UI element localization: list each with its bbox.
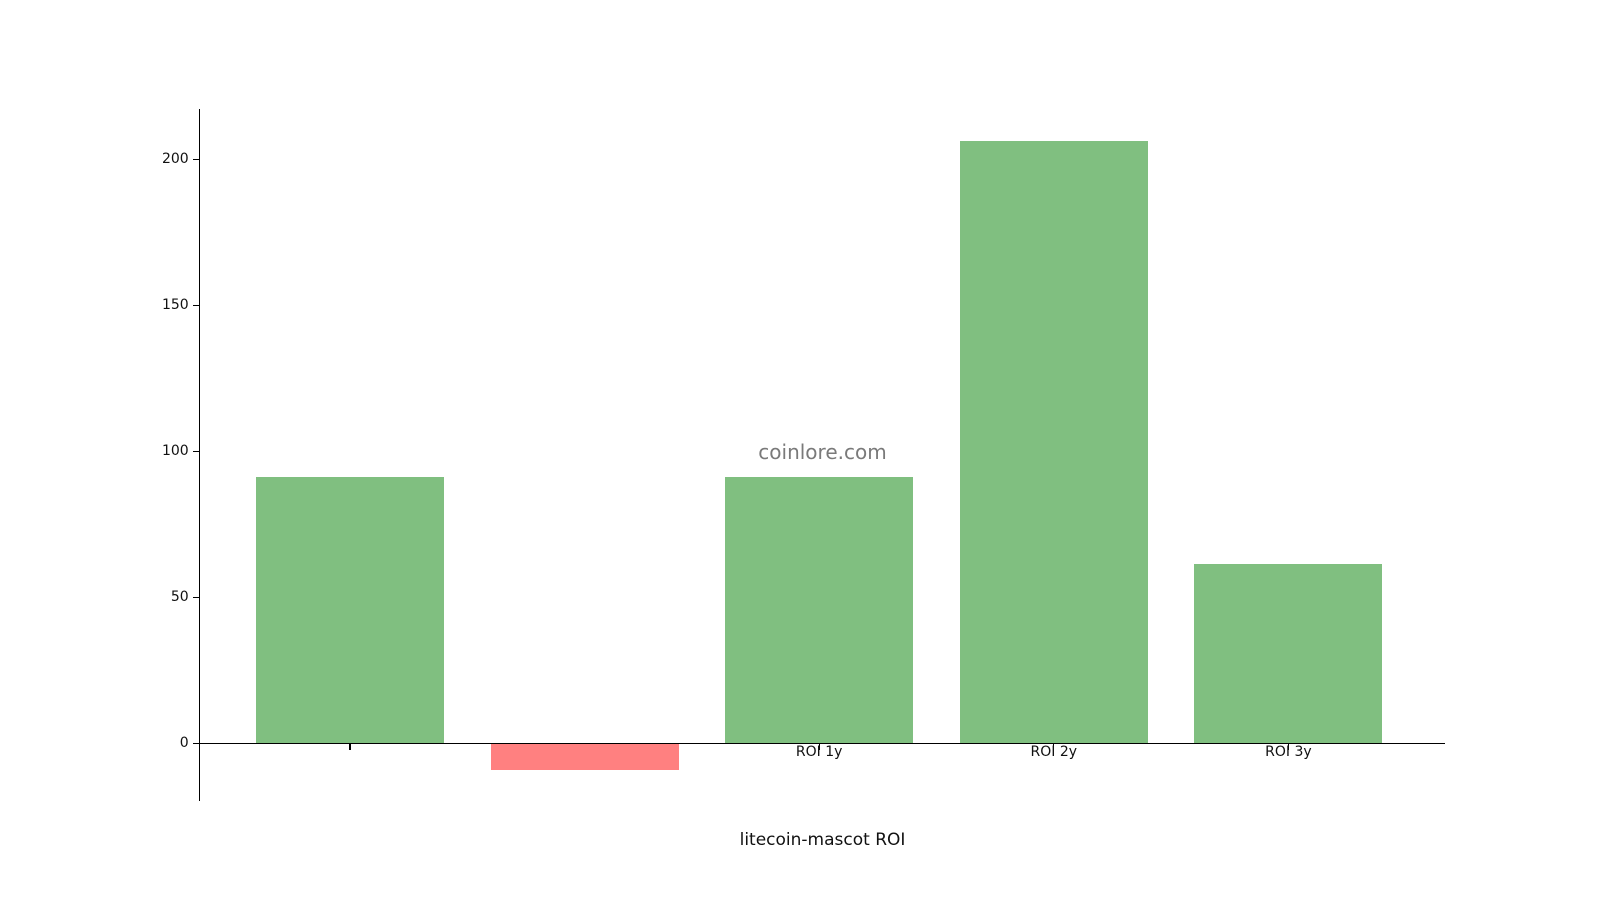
bar-col-2 (490, 743, 679, 771)
x-tick-mark (818, 743, 820, 750)
y-tick-label: 50 (170, 589, 189, 606)
bar-col-1 (256, 476, 444, 743)
x-tick-mark (1287, 743, 1290, 750)
bar-roi-3y (1194, 564, 1383, 743)
y-tick-mark (192, 596, 199, 598)
y-tick-label: 0 (179, 735, 189, 752)
y-axis-line (198, 109, 200, 801)
x-tick-label: ROI 1y (795, 743, 843, 760)
x-tick-label: ROI 2y (1030, 743, 1078, 760)
x-tick-mark (1053, 743, 1055, 750)
watermark-text: coinlore.com (758, 440, 887, 464)
y-tick-label: 100 (161, 443, 189, 460)
x-tick-mark (349, 743, 351, 750)
bar-roi-2y (959, 141, 1148, 743)
x-axis-line (198, 742, 1445, 744)
bar-roi-1y (725, 476, 914, 743)
x-tick-label: ROI 3y (1265, 743, 1312, 760)
y-tick-mark (192, 450, 199, 452)
y-tick-label: 200 (161, 151, 189, 168)
y-tick-mark (192, 158, 199, 160)
x-axis-title: litecoin-mascot ROI (739, 830, 906, 850)
y-tick-mark (192, 304, 199, 306)
y-tick-mark (192, 742, 199, 744)
y-tick-label: 150 (161, 297, 189, 314)
